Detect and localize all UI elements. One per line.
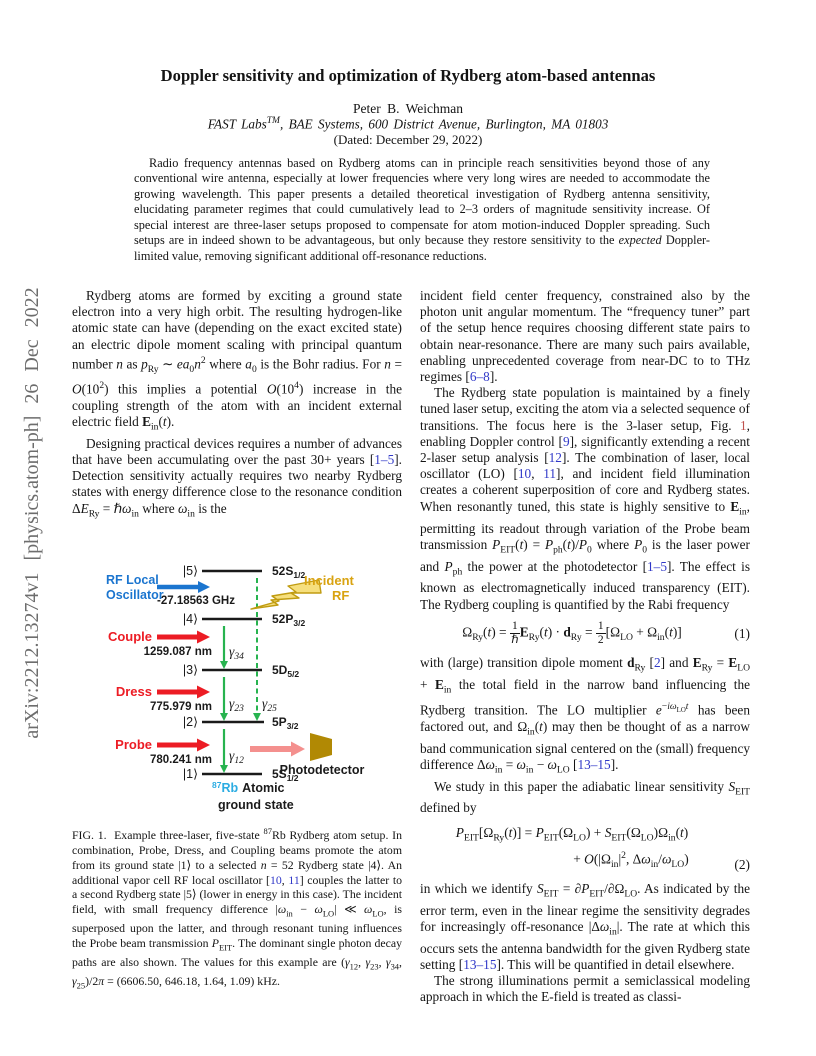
ground-state-label: 87Rb Atomic ground state [212, 780, 294, 812]
state-label-2: 5P3/2 [272, 715, 299, 731]
incident-label-line1: Incident [304, 573, 355, 588]
decay-arrowhead-34 [220, 661, 228, 670]
citation-link[interactable]: 9 [562, 433, 570, 449]
author-affiliation: FAST LabsTM, BAE Systems, 600 District A… [207, 116, 609, 132]
probe-wavelength: 780.241 nm [150, 754, 212, 766]
ket-label-3: |3⟩ [183, 663, 198, 677]
paper-title: Doppler sensitivity and optimization of … [160, 66, 656, 85]
probe-output-arrowhead [291, 741, 305, 757]
gamma-25-label: γ25 [262, 696, 277, 714]
body-paragraph: Rydberg atoms are formed by exciting a g… [72, 288, 403, 433]
state-label-4: 52P3/2 [272, 612, 305, 628]
citation-link[interactable]: 10 [517, 466, 532, 482]
probe-arrowhead [197, 738, 210, 752]
citation-link[interactable]: 13–15 [577, 756, 611, 772]
figure-1-caption: FIG. 1. Example three-laser, five-state … [72, 826, 403, 991]
ket-label-2: |2⟩ [183, 715, 198, 729]
couple-beam: Couple 1259.087 nm [108, 629, 212, 658]
equation-1-number: (1) [734, 625, 750, 641]
decay-arrowhead-25 [253, 713, 261, 722]
citation-link[interactable]: 1–5 [374, 451, 395, 467]
equation-2-line1: PEIT[ΩRy(t)] = PEIT(ΩLO) + SEIT(ΩLO)Ωin(… [455, 824, 689, 844]
author-name: Peter B. Weichman [352, 101, 463, 116]
lo-label-line1: RF Local [106, 573, 159, 587]
citation-link[interactable]: 6–8 [469, 369, 490, 385]
abstract: Radio frequency antennas based on Rydber… [134, 156, 711, 263]
decay-arrowheads [220, 661, 228, 774]
ket-label-4: |4⟩ [183, 612, 198, 626]
incident-rf-label: Incident RF [304, 573, 355, 603]
body-paragraph: We study in this paper the adiabatic lin… [420, 778, 750, 816]
citation-link[interactable]: 1–5 [647, 558, 667, 574]
energy-levels [202, 570, 264, 776]
ket-label-5: |5⟩ [183, 564, 198, 578]
couple-wavelength: 1259.087 nm [144, 646, 212, 658]
gamma-12-label: γ12 [229, 748, 244, 766]
couple-arrowhead [197, 630, 210, 644]
gamma-23-label: γ23 [229, 696, 244, 714]
rb-atomic-label: 87Rb Atomic [212, 780, 285, 795]
equation-1: ΩRy(t) = 1 ℏ ERy(t) · dRy = 1 2 [ΩLO + Ωin(t… [420, 619, 750, 647]
date-line: (Dated: December 29, 2022) [333, 132, 483, 147]
probe-beam: Probe 780.241 nm [115, 737, 212, 766]
lo-arrowhead [198, 581, 210, 594]
ket-label-1: |1⟩ [183, 767, 198, 781]
probe-label: Probe [115, 737, 152, 752]
citation-link[interactable]: 13–15 [463, 956, 497, 972]
equation-2: PEIT[ΩRy(t)] = PEIT(ΩLO) + SEIT(ΩLO)Ωin(… [420, 825, 750, 873]
equation-2-body: PEIT[ΩRy(t)] = PEIT(ΩLO) + SEIT(ΩLO)Ωin(… [420, 825, 724, 873]
lightning-bolt-icon [250, 579, 322, 611]
decay-arrowhead-23 [220, 713, 228, 722]
photodetector-icon [310, 733, 332, 762]
left-column: Rydberg atoms are formed by exciting a g… [72, 288, 402, 993]
dress-wavelength: 775.979 nm [150, 701, 212, 713]
citation-link[interactable]: 12 [548, 450, 562, 466]
photodetector-label: Photodetector [280, 763, 365, 777]
state-label-3: 5D5/2 [272, 663, 299, 679]
arxiv-stamp: arXiv:2212.13274v1 [physics.atom-ph] 26 … [21, 287, 43, 739]
citation-link[interactable]: 10 [269, 872, 282, 887]
lo-label-line2: Oscillator [106, 588, 164, 602]
body-paragraph: The Rydberg state population is maintain… [420, 385, 751, 612]
ket-labels: |5⟩ |4⟩ |3⟩ |2⟩ |1⟩ [183, 564, 198, 781]
state-label-1: 5S1/2 [272, 767, 299, 783]
state-labels: 52S1/2 52P3/2 5D5/2 5P3/2 5S1/2 [272, 564, 305, 783]
citation-link[interactable]: 11 [543, 466, 557, 482]
body-paragraph: The strong illuminations permit a semicl… [420, 973, 750, 1005]
decay-arrowhead-12 [220, 765, 228, 774]
rf-local-oscillator: RF Local Oscillator -27.18563 GHz [106, 573, 235, 607]
body-paragraph: Designing practical devices requires a n… [72, 435, 402, 520]
dress-beam: Dress 775.979 nm [116, 684, 212, 713]
state-label-5: 52S1/2 [272, 564, 305, 580]
gamma-34-label: γ34 [229, 644, 244, 662]
equation-2-line2: + O(|Ωin|2, Δωin/ωLO) [573, 849, 689, 870]
figure-1: |5⟩ |4⟩ |3⟩ |2⟩ |1⟩ 52S1/2 52P3/2 5D5/2 … [72, 542, 402, 812]
lo-frequency-label: -27.18563 GHz [157, 595, 235, 607]
ground-state-text: ground state [218, 798, 294, 812]
equation-2-number: (2) [734, 856, 750, 872]
decay-rate-labels: γ34 γ23 γ12 γ25 [229, 644, 277, 766]
equation-1-body: ΩRy(t) = 1 ℏ ERy(t) · dRy = 1 2 [ΩLO + Ωin(t… [462, 619, 682, 647]
citation-link[interactable]: 2 [653, 654, 661, 670]
figure-reference-link[interactable]: 1 [740, 417, 747, 433]
incident-label-line2: RF [332, 588, 349, 603]
figure-1-diagram: |5⟩ |4⟩ |3⟩ |2⟩ |1⟩ 52S1/2 52P3/2 5D5/2 … [106, 564, 365, 812]
body-paragraph: with (large) transition dipole moment dR… [420, 654, 751, 776]
body-paragraph: in which we identify SEIT = ∂PEIT/∂ΩLO. … [420, 880, 751, 972]
body-paragraph: incident field center frequency, constra… [420, 288, 750, 385]
dress-arrowhead [197, 685, 210, 699]
dress-label: Dress [116, 684, 152, 699]
right-column: incident field center frequency, constra… [420, 288, 750, 1006]
citation-link[interactable]: 11 [288, 872, 300, 887]
couple-label: Couple [108, 629, 152, 644]
